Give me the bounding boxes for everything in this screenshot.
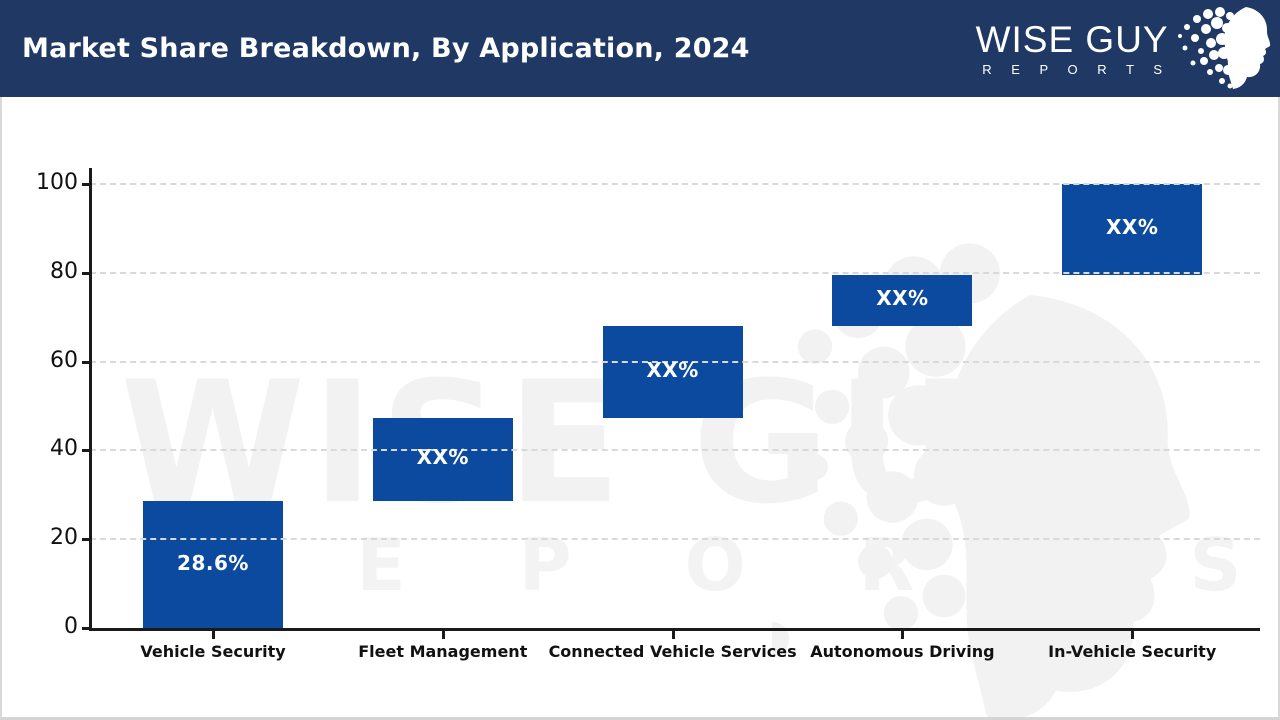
gridline-60	[90, 360, 1260, 363]
gridline-20	[90, 538, 1260, 541]
y-tick-label-40: 40	[50, 436, 78, 462]
y-tick-60	[82, 360, 90, 364]
bar-3	[832, 274, 973, 327]
y-tick-0	[82, 627, 90, 630]
x-tick-2	[671, 631, 675, 639]
category-label-1: Fleet Management	[358, 642, 528, 661]
logo-brand-text: WISE GUY	[975, 18, 1169, 60]
gridline-40	[90, 449, 1260, 452]
bar-value-label-2: XX%	[646, 357, 699, 382]
page-title: Market Share Breakdown, By Application, …	[22, 33, 750, 64]
category-label-3: Autonomous Driving	[810, 642, 995, 661]
chart-area: WISE GUY R E P O R T S 0 20 40 60 80 100 28.6%…	[2, 97, 1278, 717]
gridline-80	[90, 271, 1260, 274]
category-label-0: Vehicle Security	[140, 642, 286, 661]
y-tick-100	[82, 183, 90, 186]
y-tick-label-80: 80	[50, 258, 78, 284]
logo-sub-text: R E P O R T S	[982, 61, 1170, 77]
bar-value-label-4: XX%	[1105, 215, 1159, 240]
category-label-4: In-Vehicle Security	[1048, 642, 1217, 661]
logo-text: WISE GUY R E P O R T S	[974, 21, 1170, 77]
y-tick-label-0: 0	[64, 614, 78, 639]
bar-0	[143, 501, 283, 628]
dotted-head-profile-icon	[1178, 6, 1271, 89]
y-tick-80	[82, 271, 90, 275]
bar-1	[372, 417, 513, 501]
x-tick-0	[212, 631, 215, 639]
header-bar: Market Share Breakdown, By Application, …	[0, 0, 1280, 97]
bar-2	[602, 326, 743, 418]
category-label-2: Connected Vehicle Services	[548, 642, 797, 661]
y-tick-label-60: 60	[50, 347, 78, 373]
bar-value-label-1: XX%	[416, 445, 469, 470]
x-tick-1	[441, 631, 445, 639]
gridline-100	[90, 183, 1260, 185]
y-axis-line	[89, 168, 92, 630]
x-tick-4	[1131, 631, 1135, 639]
bar-value-label-0: 28.6%	[177, 550, 249, 575]
x-axis-line	[89, 628, 1260, 631]
wiseguy-logo: WISE GUY R E P O R T S	[974, 6, 1274, 92]
bar-4	[1062, 184, 1203, 275]
y-tick-40	[82, 449, 90, 453]
x-tick-3	[901, 631, 905, 639]
y-tick-label-20: 20	[50, 525, 78, 551]
bar-value-label-3: XX%	[876, 286, 929, 311]
y-tick-label-100: 100	[36, 170, 78, 195]
y-tick-20	[82, 538, 90, 542]
